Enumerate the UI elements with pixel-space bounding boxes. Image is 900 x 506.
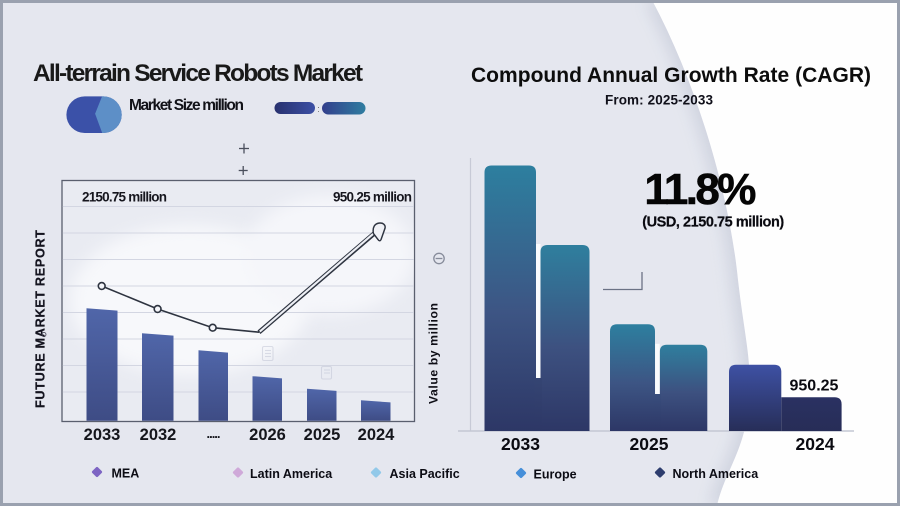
svg-text:2033: 2033	[84, 426, 121, 444]
svg-text:FUTURE MARKET REPORT: FUTURE MARKET REPORT	[34, 230, 48, 408]
svg-text:.....: .....	[206, 426, 219, 441]
svg-text:Latin America: Latin America	[250, 467, 333, 481]
svg-text:(USD, 2150.75 million): (USD, 2150.75 million)	[642, 215, 784, 231]
svg-text:2026: 2026	[249, 426, 286, 444]
svg-text:2024: 2024	[796, 434, 835, 454]
svg-text:MEA: MEA	[112, 467, 140, 481]
svg-text:All-terrain Service Robots Mar: All-terrain Service Robots Market	[33, 60, 363, 87]
svg-text:North America: North America	[673, 467, 760, 481]
svg-text:11.8%: 11.8%	[644, 165, 756, 214]
svg-text:950.25 million: 950.25 million	[333, 190, 412, 205]
svg-text:Value by million: Value by million	[427, 303, 441, 404]
svg-text:Asia Pacific: Asia Pacific	[390, 467, 460, 481]
svg-text:2033: 2033	[501, 434, 540, 454]
svg-text::: :	[317, 104, 320, 114]
svg-text:Europe: Europe	[534, 468, 577, 482]
svg-text:950.25: 950.25	[790, 378, 839, 395]
svg-text:From: 2025-2033: From: 2025-2033	[605, 93, 713, 108]
svg-text:2025: 2025	[304, 426, 341, 444]
svg-text:Compound Annual Growth Rate (C: Compound Annual Growth Rate (CAGR)	[471, 64, 871, 87]
svg-text:2025: 2025	[630, 434, 669, 454]
svg-text:2150.75 million: 2150.75 million	[82, 190, 167, 205]
svg-text:Market Size million: Market Size million	[129, 97, 244, 114]
svg-text:2032: 2032	[140, 426, 177, 444]
svg-text:2024: 2024	[358, 426, 396, 444]
